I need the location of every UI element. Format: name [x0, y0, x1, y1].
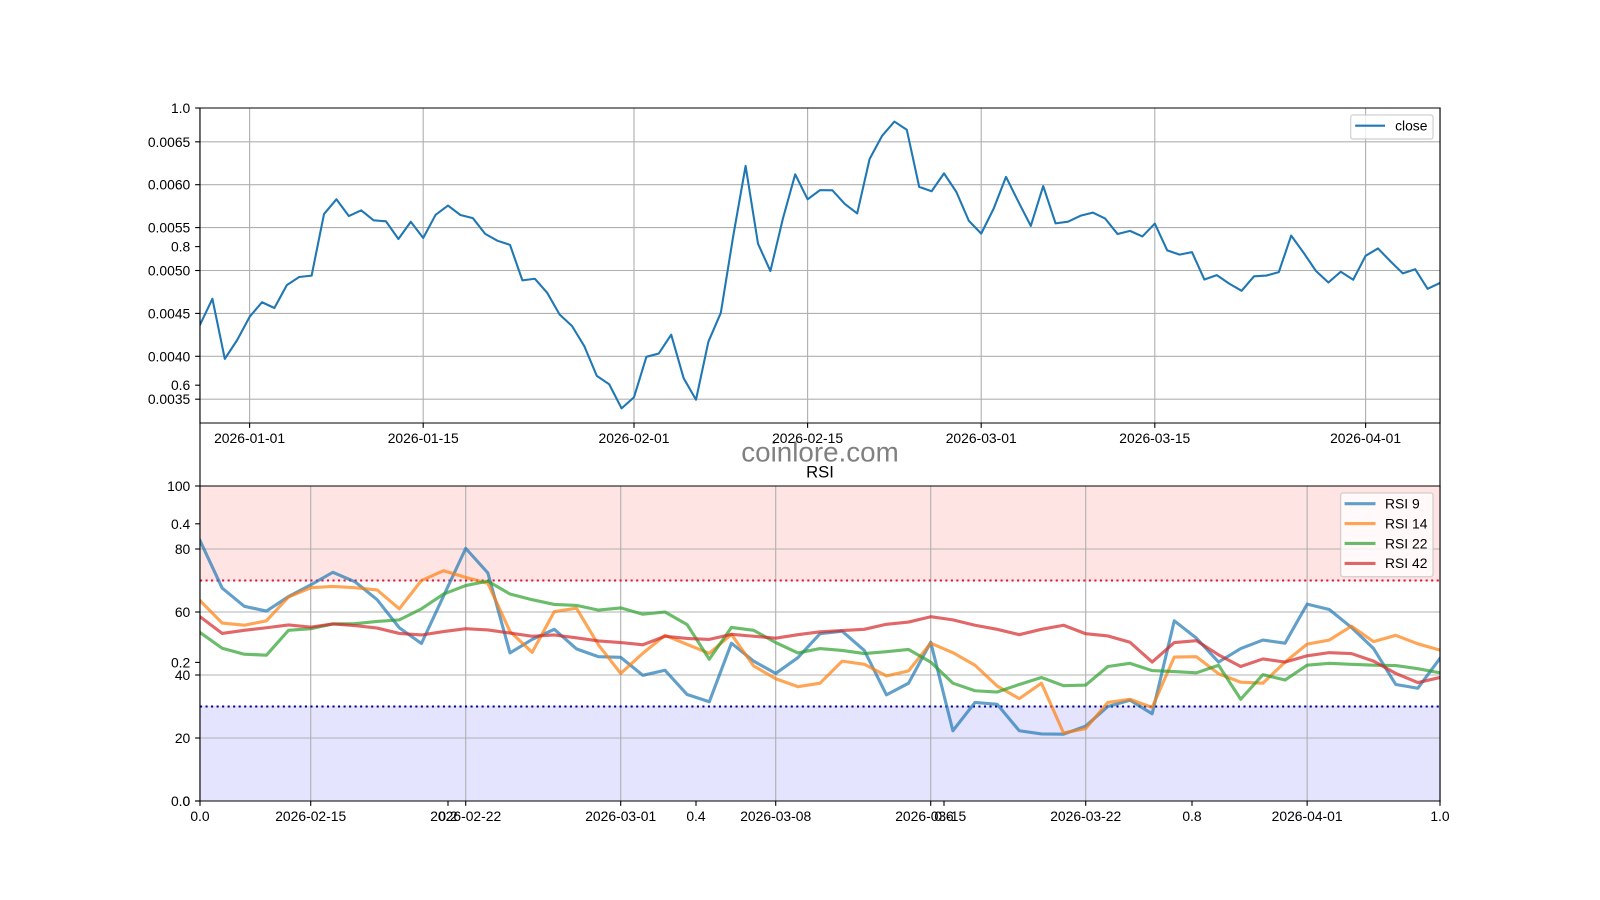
svg-text:100: 100 [167, 478, 190, 494]
svg-text:RSI: RSI [806, 463, 834, 482]
svg-text:2026-02-15: 2026-02-15 [772, 430, 843, 446]
svg-text:2026-01-15: 2026-01-15 [388, 430, 459, 446]
svg-text:2026-03-01: 2026-03-01 [946, 430, 1017, 446]
svg-text:RSI 14: RSI 14 [1385, 515, 1428, 531]
svg-text:close: close [1395, 118, 1428, 134]
svg-text:coinlore.com: coinlore.com [741, 437, 898, 468]
svg-text:0.0050: 0.0050 [148, 263, 191, 279]
svg-text:0.4: 0.4 [686, 808, 706, 824]
svg-text:0.6: 0.6 [171, 377, 191, 393]
svg-text:2026-01-01: 2026-01-01 [214, 430, 285, 446]
svg-text:2026-02-01: 2026-02-01 [599, 430, 670, 446]
svg-text:0: 0 [183, 793, 191, 809]
svg-text:2026-03-15: 2026-03-15 [1119, 430, 1190, 446]
svg-text:0.0040: 0.0040 [148, 348, 191, 364]
svg-text:0.2: 0.2 [438, 808, 458, 824]
svg-text:2026-03-01: 2026-03-01 [585, 808, 656, 824]
svg-text:2026-02-15: 2026-02-15 [275, 808, 346, 824]
svg-text:0.0: 0.0 [190, 808, 210, 824]
svg-text:2026-03-08: 2026-03-08 [740, 808, 811, 824]
svg-text:0.0035: 0.0035 [148, 391, 191, 407]
svg-text:0.8: 0.8 [171, 239, 191, 255]
svg-text:80: 80 [175, 541, 191, 557]
svg-text:RSI 42: RSI 42 [1385, 555, 1428, 571]
svg-text:0.0: 0.0 [171, 793, 191, 809]
svg-text:0.0055: 0.0055 [148, 220, 191, 236]
svg-text:2026-04-01: 2026-04-01 [1330, 430, 1401, 446]
svg-text:RSI 22: RSI 22 [1385, 535, 1428, 551]
svg-text:0.6: 0.6 [934, 808, 954, 824]
svg-text:0.4: 0.4 [171, 516, 191, 532]
svg-text:20: 20 [175, 730, 191, 746]
svg-text:2026-04-01: 2026-04-01 [1272, 808, 1343, 824]
svg-text:2026-02-22: 2026-02-22 [430, 808, 501, 824]
svg-text:2026-03-15: 2026-03-15 [895, 808, 966, 824]
svg-text:0.8: 0.8 [1182, 808, 1202, 824]
svg-text:0.0065: 0.0065 [148, 134, 191, 150]
svg-text:0.0060: 0.0060 [148, 177, 191, 193]
svg-text:1.0: 1.0 [1430, 808, 1450, 824]
svg-text:0.0045: 0.0045 [148, 305, 191, 321]
svg-text:60: 60 [175, 604, 191, 620]
svg-text:40: 40 [175, 667, 191, 683]
svg-text:RSI 9: RSI 9 [1385, 496, 1420, 512]
svg-text:2026-03-22: 2026-03-22 [1050, 808, 1121, 824]
svg-text:0.2: 0.2 [171, 654, 191, 670]
svg-text:1.0: 1.0 [171, 100, 191, 116]
